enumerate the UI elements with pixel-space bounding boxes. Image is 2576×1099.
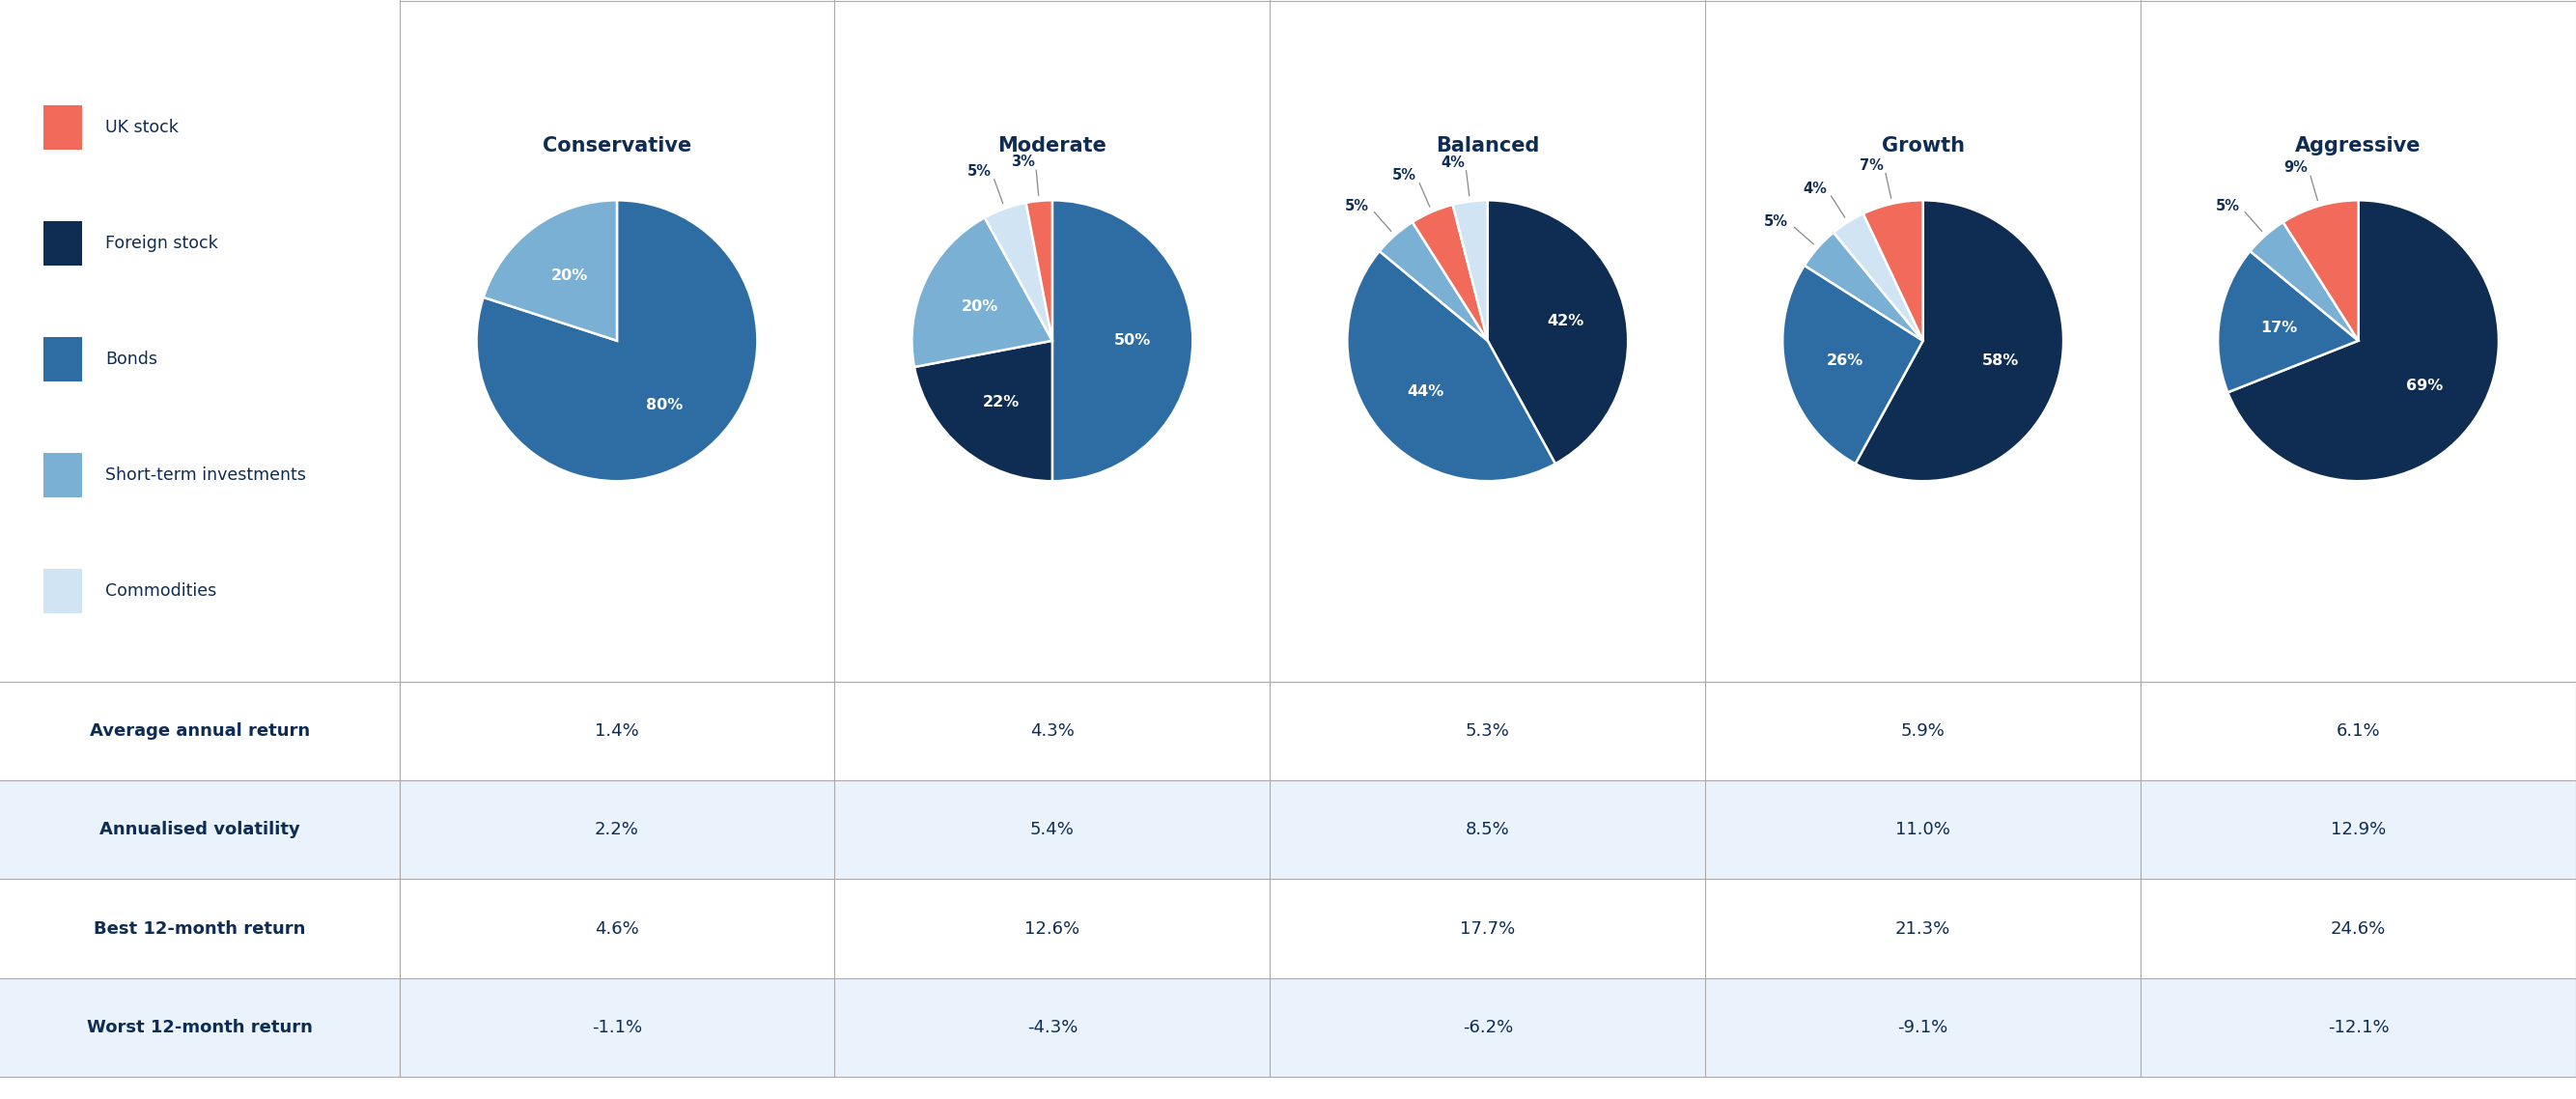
Bar	[44, 337, 82, 381]
Text: 5%: 5%	[966, 164, 992, 179]
Text: 5%: 5%	[2215, 199, 2239, 213]
Text: 44%: 44%	[1406, 385, 1445, 399]
Text: 12.6%: 12.6%	[1025, 920, 1079, 937]
Wedge shape	[2282, 200, 2360, 341]
Text: Best 12-month return: Best 12-month return	[93, 920, 307, 937]
Text: Worst 12-month return: Worst 12-month return	[88, 1019, 312, 1036]
Wedge shape	[2249, 222, 2360, 341]
Text: 4.3%: 4.3%	[1030, 722, 1074, 740]
Text: Moderate: Moderate	[997, 136, 1108, 155]
Text: 4.6%: 4.6%	[595, 920, 639, 937]
Wedge shape	[1855, 200, 2063, 481]
Text: 42%: 42%	[1546, 313, 1584, 328]
Wedge shape	[912, 218, 1051, 367]
Wedge shape	[1783, 266, 1922, 464]
Text: -1.1%: -1.1%	[592, 1019, 641, 1036]
Text: -12.1%: -12.1%	[2329, 1019, 2388, 1036]
Wedge shape	[1453, 200, 1489, 341]
Text: 17.7%: 17.7%	[1461, 920, 1515, 937]
Text: Average annual return: Average annual return	[90, 722, 309, 740]
Text: 5%: 5%	[1391, 168, 1417, 182]
Text: 50%: 50%	[1113, 333, 1151, 348]
Text: Foreign stock: Foreign stock	[106, 235, 219, 253]
Text: Bonds: Bonds	[106, 351, 157, 368]
Text: -4.3%: -4.3%	[1028, 1019, 1077, 1036]
Text: 58%: 58%	[1981, 354, 2020, 368]
Bar	[44, 222, 82, 266]
Bar	[44, 453, 82, 498]
Wedge shape	[2218, 252, 2360, 392]
Text: Growth: Growth	[1880, 136, 1965, 155]
Text: 22%: 22%	[984, 396, 1020, 410]
Text: 26%: 26%	[1826, 354, 1865, 368]
Text: 11.0%: 11.0%	[1896, 821, 1950, 839]
Text: Annualised volatility: Annualised volatility	[100, 821, 299, 839]
Wedge shape	[484, 200, 618, 341]
Text: 5%: 5%	[1765, 214, 1788, 229]
Text: Balanced: Balanced	[1435, 136, 1540, 155]
Text: 24.6%: 24.6%	[2331, 920, 2385, 937]
Text: 20%: 20%	[551, 268, 587, 284]
Wedge shape	[914, 341, 1051, 481]
Text: 2.2%: 2.2%	[595, 821, 639, 839]
Bar	[44, 569, 82, 613]
Bar	[44, 106, 82, 149]
Text: 8.5%: 8.5%	[1466, 821, 1510, 839]
Wedge shape	[1412, 204, 1489, 341]
Wedge shape	[1347, 252, 1556, 481]
Text: 7%: 7%	[1860, 158, 1883, 173]
Wedge shape	[1025, 200, 1051, 341]
Text: 5%: 5%	[1345, 199, 1368, 213]
Text: 5.3%: 5.3%	[1466, 722, 1510, 740]
Wedge shape	[2228, 200, 2499, 481]
Text: 6.1%: 6.1%	[2336, 722, 2380, 740]
Text: 4%: 4%	[1440, 155, 1466, 169]
Wedge shape	[1051, 200, 1193, 481]
Text: Short-term investments: Short-term investments	[106, 467, 307, 484]
Wedge shape	[1378, 222, 1489, 341]
Wedge shape	[1862, 200, 1922, 341]
Text: 1.4%: 1.4%	[595, 722, 639, 740]
Text: UK stock: UK stock	[106, 119, 178, 136]
Text: Aggressive: Aggressive	[2295, 136, 2421, 155]
Text: 80%: 80%	[647, 398, 683, 413]
Wedge shape	[477, 200, 757, 481]
Text: 5.4%: 5.4%	[1030, 821, 1074, 839]
Text: 3%: 3%	[1012, 155, 1036, 169]
Text: -9.1%: -9.1%	[1899, 1019, 1947, 1036]
Text: Commodities: Commodities	[106, 582, 216, 600]
Wedge shape	[1834, 213, 1922, 341]
Wedge shape	[1803, 233, 1922, 341]
Text: -6.2%: -6.2%	[1463, 1019, 1512, 1036]
Text: 5.9%: 5.9%	[1901, 722, 1945, 740]
Text: 17%: 17%	[2262, 321, 2298, 335]
Text: 69%: 69%	[2406, 378, 2442, 393]
Text: 20%: 20%	[961, 299, 999, 314]
Text: Conservative: Conservative	[544, 136, 690, 155]
Wedge shape	[984, 202, 1051, 341]
Text: 4%: 4%	[1803, 181, 1826, 196]
Text: 9%: 9%	[2285, 160, 2308, 175]
Wedge shape	[1489, 200, 1628, 464]
Text: 12.9%: 12.9%	[2331, 821, 2385, 839]
Text: 21.3%: 21.3%	[1896, 920, 1950, 937]
